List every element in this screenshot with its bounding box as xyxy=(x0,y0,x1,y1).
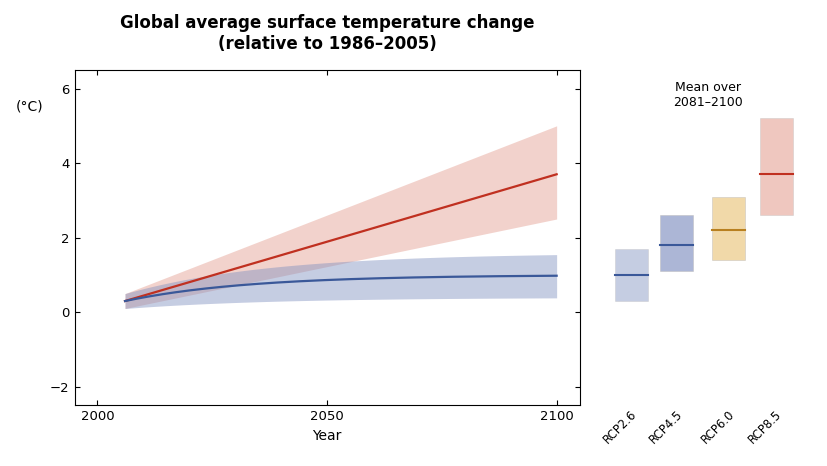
Bar xyxy=(758,118,791,215)
Y-axis label: (°C): (°C) xyxy=(15,100,43,114)
Text: Mean over
2081–2100: Mean over 2081–2100 xyxy=(672,81,742,109)
Text: RCP4.5: RCP4.5 xyxy=(646,407,684,446)
Bar xyxy=(614,249,648,301)
Text: RCP2.6: RCP2.6 xyxy=(600,407,638,446)
Text: RCP8.5: RCP8.5 xyxy=(745,407,784,445)
Bar xyxy=(711,197,744,260)
Bar xyxy=(660,215,693,271)
X-axis label: Year: Year xyxy=(312,429,342,443)
Text: Global average surface temperature change
(relative to 1986–2005): Global average surface temperature chang… xyxy=(120,14,533,53)
Text: RCP6.0: RCP6.0 xyxy=(698,407,736,446)
